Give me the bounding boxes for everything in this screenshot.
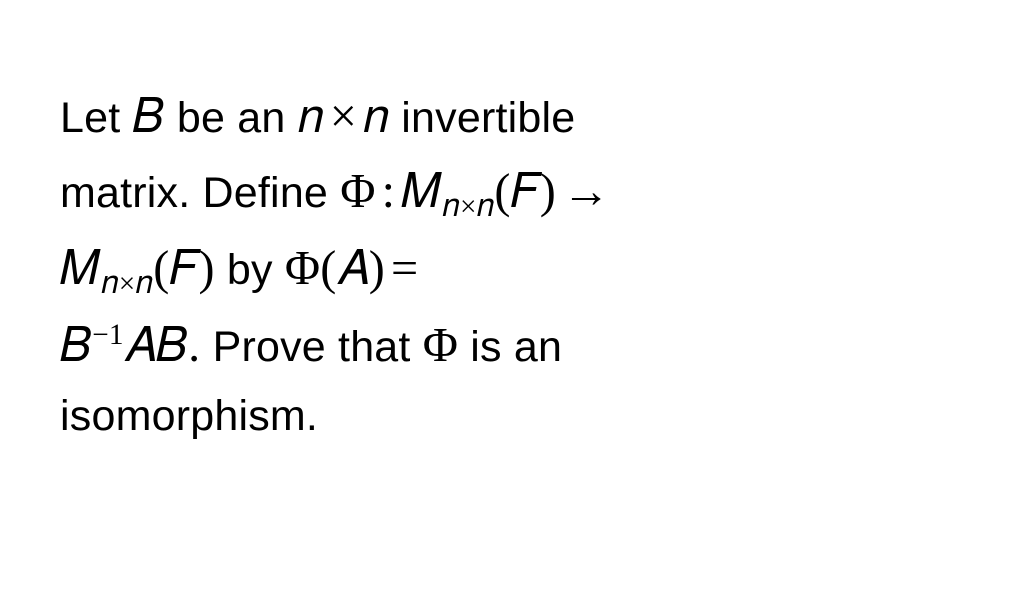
lparen-2: (	[153, 242, 169, 295]
rparen-1: )	[540, 165, 556, 218]
op-eq: =	[385, 242, 424, 295]
sub-times-1: ×	[460, 191, 477, 223]
text-invertible: invertible	[389, 94, 575, 142]
var-F-2: 𝐹	[169, 242, 198, 295]
rparen-3: )	[369, 242, 385, 295]
op-colon: :	[376, 165, 402, 218]
text-isomorphism: isomorphism.	[60, 392, 318, 440]
line-2: matrix. Define Φ:𝑀𝑛×𝑛(𝐹)→	[60, 155, 616, 232]
sub-n-4: 𝑛	[135, 265, 153, 301]
op-times-1: ×	[324, 90, 363, 143]
text-is-an: is an	[458, 323, 562, 371]
sub-times-2: ×	[119, 268, 136, 300]
var-B: 𝐵	[133, 90, 165, 143]
period: .	[188, 319, 200, 372]
var-A-2: 𝐴	[124, 319, 156, 372]
sub-n-1: 𝑛	[442, 188, 460, 224]
text-by: by	[215, 246, 285, 294]
line-1: Let 𝐵 be an 𝑛×𝑛 invertible	[60, 80, 616, 155]
rparen-2: )	[199, 242, 215, 295]
sub-n-2: 𝑛	[477, 188, 495, 224]
text-let: Let	[60, 94, 133, 142]
var-B-2: 𝐵	[60, 319, 92, 372]
sym-Phi-3: Φ	[423, 319, 458, 372]
sym-M-2: 𝑀	[60, 242, 101, 295]
text-matrix-define: matrix. Define	[60, 169, 340, 217]
problem-statement: Let 𝐵 be an 𝑛×𝑛 invertible matrix. Defin…	[60, 80, 616, 450]
lparen-3: (	[320, 242, 336, 295]
var-B-3: 𝐵	[156, 319, 188, 372]
sym-Phi-2: Φ	[285, 242, 320, 295]
var-n-2: 𝑛	[363, 90, 389, 143]
sup-neg1: −1	[92, 319, 124, 351]
line-3: 𝑀𝑛×𝑛(𝐹) by Φ(𝐴)=	[60, 232, 616, 309]
var-F-1: 𝐹	[511, 165, 540, 218]
sub-nxn-1: 𝑛×𝑛	[442, 191, 494, 223]
op-to: →	[556, 165, 616, 218]
page: Let 𝐵 be an 𝑛×𝑛 invertible matrix. Defin…	[0, 0, 1024, 593]
text-be-an: be an	[165, 94, 298, 142]
var-A-1: 𝐴	[337, 242, 369, 295]
sub-nxn-2: 𝑛×𝑛	[101, 268, 153, 300]
sub-n-3: 𝑛	[101, 265, 119, 301]
text-prove-that: Prove that	[200, 323, 422, 371]
line-5: isomorphism.	[60, 383, 616, 450]
line-4: 𝐵−1𝐴𝐵. Prove that Φ is an	[60, 309, 616, 384]
lparen-1: (	[494, 165, 510, 218]
var-n-1: 𝑛	[298, 90, 324, 143]
sym-Phi-1: Φ	[340, 165, 375, 218]
sym-M-1: 𝑀	[401, 165, 442, 218]
